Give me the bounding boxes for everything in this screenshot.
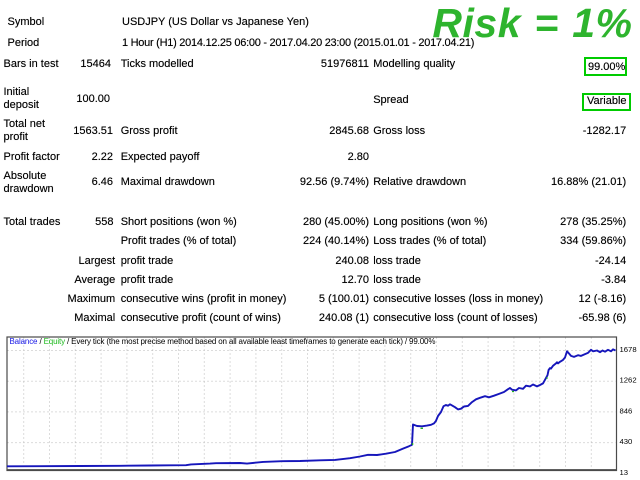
svg-text:1262: 1262	[620, 376, 637, 385]
svg-text:13: 13	[620, 468, 629, 477]
svg-text:846: 846	[620, 406, 633, 415]
svg-text:430: 430	[620, 437, 633, 446]
svg-text:Balance / Equity / Every tick: Balance / Equity / Every tick (the most …	[10, 337, 436, 346]
svg-text:1678: 1678	[620, 345, 637, 354]
